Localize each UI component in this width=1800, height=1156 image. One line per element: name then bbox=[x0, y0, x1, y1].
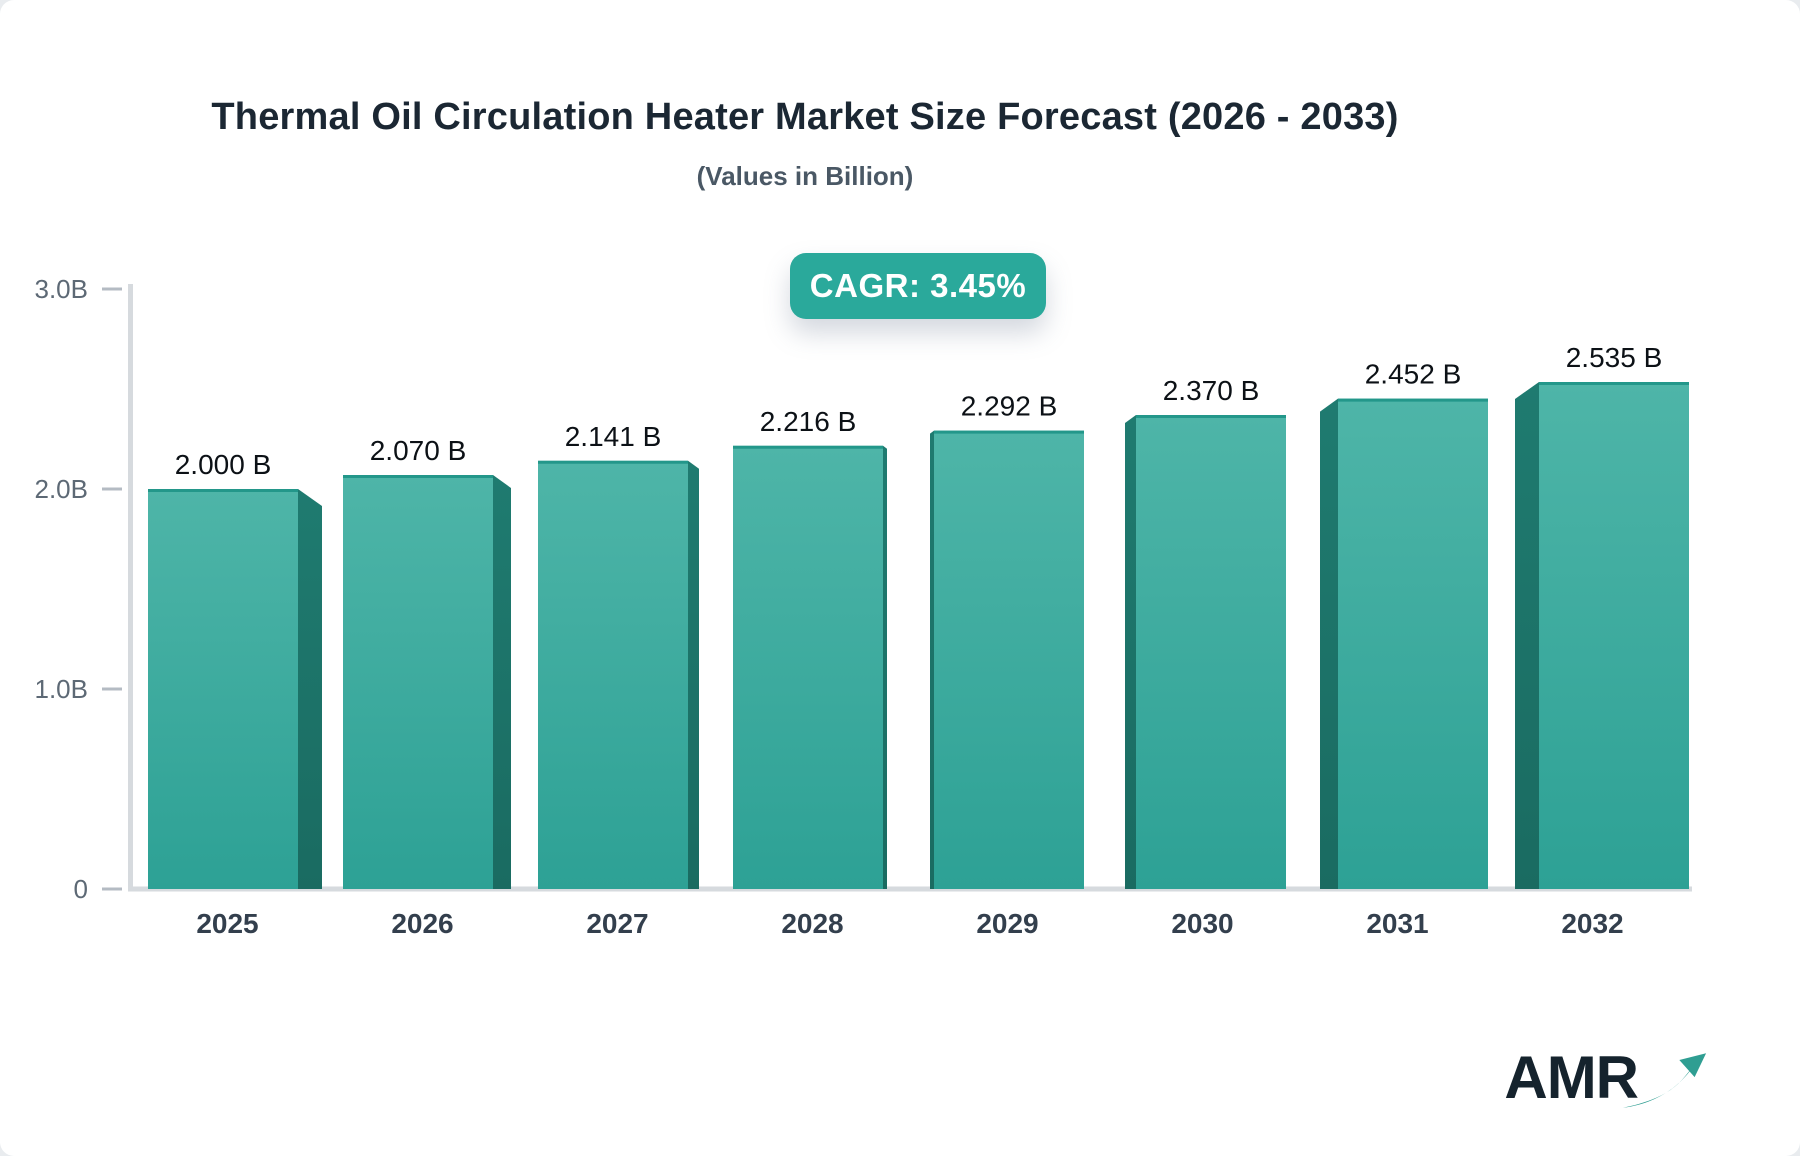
bar-front-face bbox=[1136, 415, 1286, 889]
bar-value-label: 2.535 B bbox=[1566, 342, 1663, 373]
bar-value-label: 2.216 B bbox=[760, 406, 857, 437]
x-axis-label: 2026 bbox=[391, 908, 453, 939]
bar-side-face bbox=[1125, 415, 1136, 889]
y-tick-label: 3.0B bbox=[35, 274, 89, 304]
y-tick-label: 2.0B bbox=[35, 474, 89, 504]
bar-value-label: 2.141 B bbox=[565, 421, 662, 452]
bar-side-face bbox=[930, 430, 934, 889]
bar-front-face bbox=[538, 460, 688, 889]
cagr-badge: CAGR: 3.45% bbox=[790, 253, 1046, 319]
chart-header: Thermal Oil Circulation Heater Market Si… bbox=[0, 0, 1800, 192]
bar-front-face bbox=[1539, 382, 1689, 889]
bar-group-2026: 2.070 B bbox=[343, 435, 511, 889]
x-axis-label: 2025 bbox=[196, 908, 258, 939]
bar-side-face bbox=[1320, 398, 1338, 889]
bar-front-face bbox=[934, 430, 1084, 889]
bar-front-face bbox=[343, 475, 493, 889]
logo-arrow-icon bbox=[1622, 1053, 1707, 1108]
bar-front-face bbox=[148, 489, 298, 889]
amr-logo: AMR bbox=[1504, 1048, 1708, 1112]
bar-side-face bbox=[883, 445, 887, 889]
bar-group-2030: 2.370 B bbox=[1125, 375, 1286, 889]
bar-side-face bbox=[493, 475, 511, 889]
bar-value-label: 2.070 B bbox=[370, 435, 467, 466]
logo-text: AMR bbox=[1504, 1044, 1639, 1111]
bar-group-2032: 2.535 B bbox=[1515, 342, 1689, 889]
bar-side-face bbox=[688, 460, 699, 889]
x-axis-label: 2031 bbox=[1366, 908, 1428, 939]
bar-front-face bbox=[1338, 398, 1488, 889]
bar-group-2031: 2.452 B bbox=[1320, 359, 1488, 889]
x-axis-label: 2030 bbox=[1171, 908, 1233, 939]
x-axis-label: 2029 bbox=[976, 908, 1038, 939]
bar-side-face bbox=[298, 489, 322, 889]
bar-front-face bbox=[733, 445, 883, 889]
cagr-badge-label: CAGR: 3.45% bbox=[809, 267, 1027, 304]
bar-value-label: 2.000 B bbox=[175, 449, 272, 480]
bar-side-face bbox=[1515, 382, 1539, 889]
bar-value-label: 2.452 B bbox=[1365, 359, 1462, 390]
x-axis-label: 2032 bbox=[1561, 908, 1623, 939]
x-axis-label: 2027 bbox=[586, 908, 648, 939]
bar-group-2027: 2.141 B bbox=[538, 421, 699, 889]
bar-value-label: 2.292 B bbox=[961, 391, 1058, 422]
chart-subtitle: (Values in Billion) bbox=[696, 161, 914, 191]
x-axis-label: 2028 bbox=[781, 908, 843, 939]
bar-group-2025: 2.000 B bbox=[148, 449, 322, 889]
y-tick-label: 1.0B bbox=[35, 674, 89, 704]
page-title: Thermal Oil Circulation Heater Market Si… bbox=[211, 96, 1399, 138]
y-tick-label: 0 bbox=[74, 874, 88, 904]
bar-value-label: 2.370 B bbox=[1163, 375, 1260, 406]
bar-group-2028: 2.216 B bbox=[733, 406, 887, 889]
bar-group-2029: 2.292 B bbox=[930, 391, 1084, 889]
